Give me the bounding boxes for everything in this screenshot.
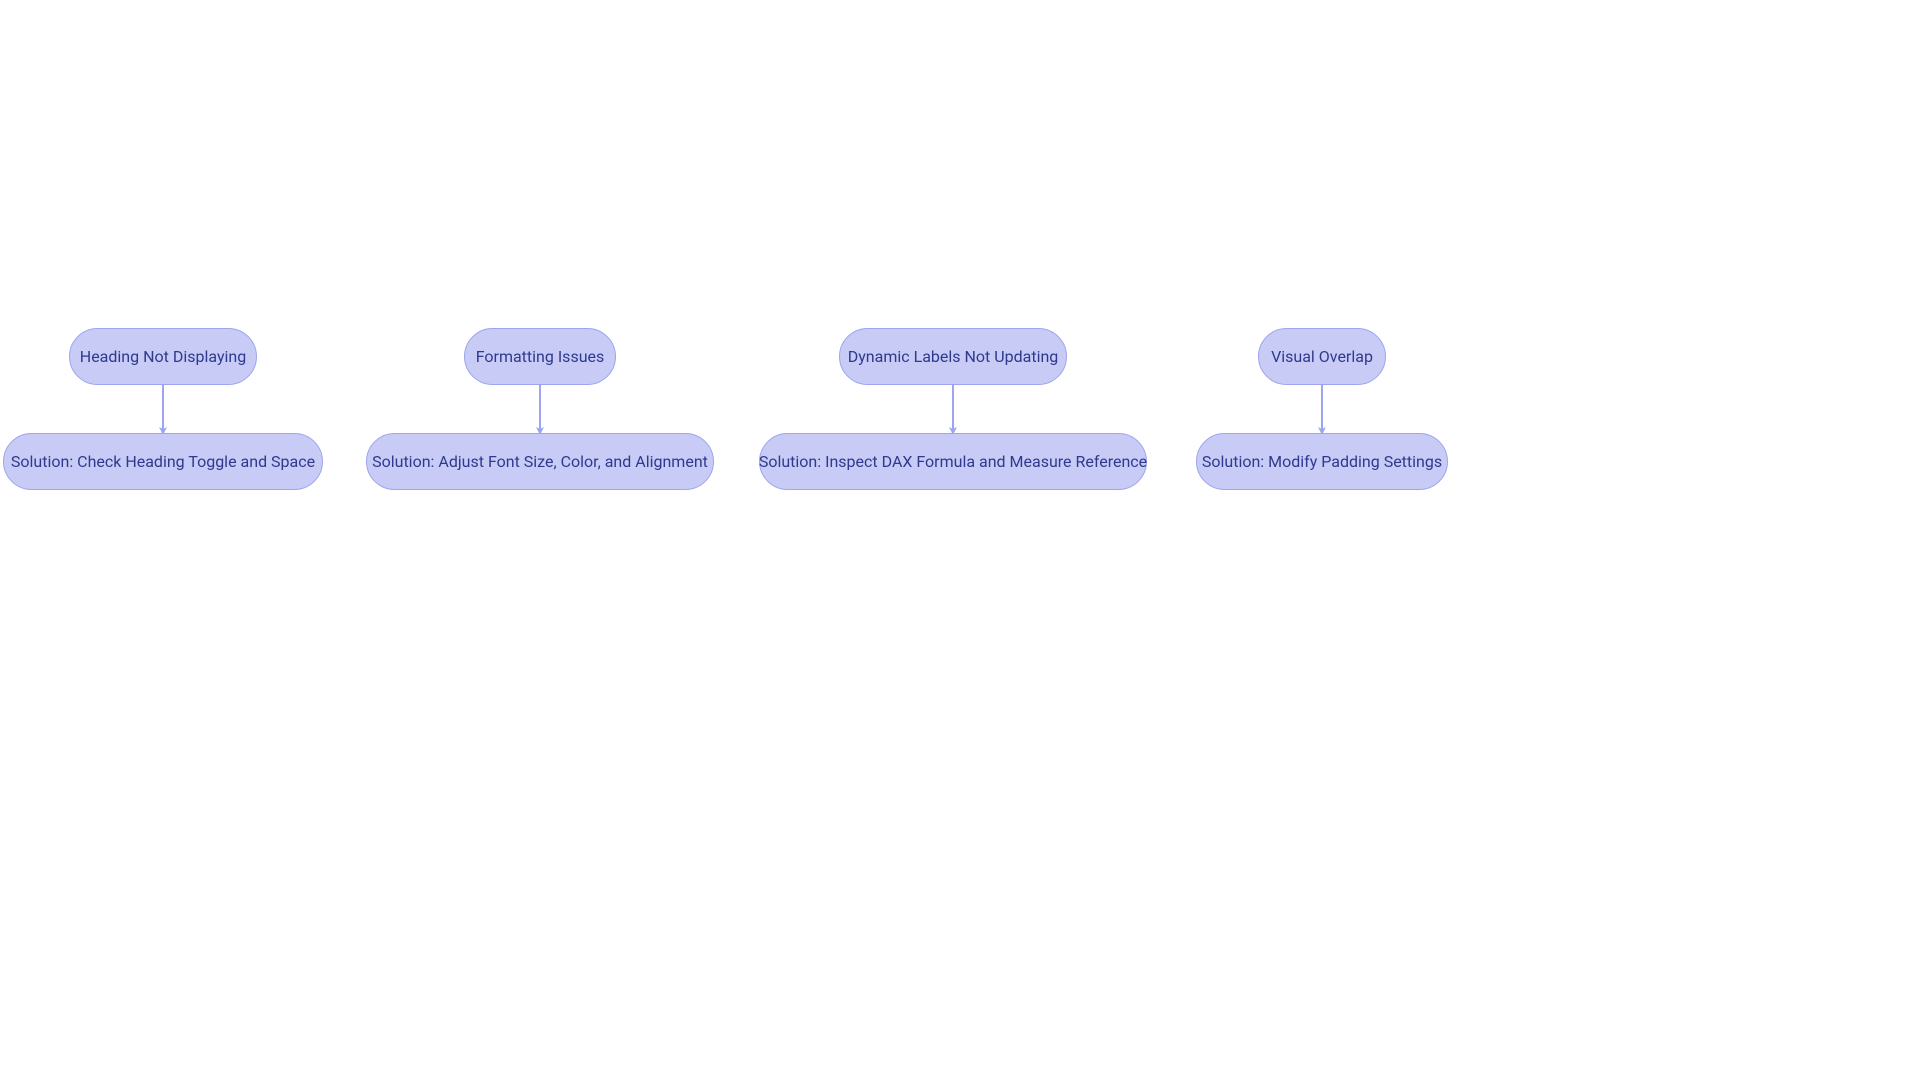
- issue-label: Formatting Issues: [476, 347, 605, 366]
- solution-label: Solution: Inspect DAX Formula and Measur…: [759, 452, 1147, 471]
- issue-label: Dynamic Labels Not Updating: [848, 347, 1059, 366]
- solution-label: Solution: Adjust Font Size, Color, and A…: [372, 452, 708, 471]
- solution-label: Solution: Check Heading Toggle and Space: [11, 452, 315, 471]
- issue-node-col1: Heading Not Displaying: [69, 328, 257, 385]
- issue-node-col2: Formatting Issues: [464, 328, 616, 385]
- solution-node-col1: Solution: Check Heading Toggle and Space: [3, 433, 323, 490]
- solution-node-col3: Solution: Inspect DAX Formula and Measur…: [759, 433, 1147, 490]
- solution-node-col4: Solution: Modify Padding Settings: [1196, 433, 1448, 490]
- issue-node-col3: Dynamic Labels Not Updating: [839, 328, 1067, 385]
- flowchart-canvas: Heading Not Displaying Solution: Check He…: [0, 0, 1920, 1083]
- issue-label: Heading Not Displaying: [80, 347, 246, 366]
- edges-layer: [0, 0, 1920, 1083]
- issue-label: Visual Overlap: [1271, 347, 1373, 366]
- solution-label: Solution: Modify Padding Settings: [1202, 452, 1442, 471]
- issue-node-col4: Visual Overlap: [1258, 328, 1386, 385]
- solution-node-col2: Solution: Adjust Font Size, Color, and A…: [366, 433, 714, 490]
